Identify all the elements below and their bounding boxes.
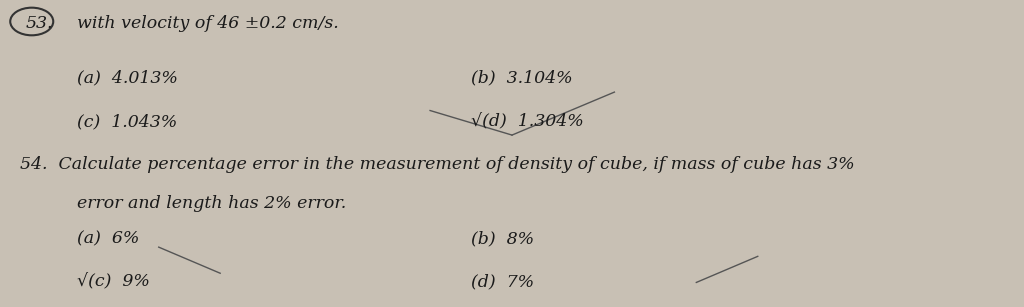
Text: √(d)  1.304%: √(d) 1.304% <box>471 114 584 130</box>
Text: √(c)  9%: √(c) 9% <box>77 273 150 290</box>
Text: (a)  4.013%: (a) 4.013% <box>77 69 178 86</box>
Text: (a)  6%: (a) 6% <box>77 230 139 247</box>
Text: (b)  3.104%: (b) 3.104% <box>471 69 572 86</box>
Text: with velocity of 46 ±0.2 cm/s.: with velocity of 46 ±0.2 cm/s. <box>77 15 339 32</box>
Text: error and length has 2% error.: error and length has 2% error. <box>77 195 346 212</box>
Text: 53.: 53. <box>26 15 53 32</box>
Text: (c)  1.043%: (c) 1.043% <box>77 114 177 130</box>
Text: (b)  8%: (b) 8% <box>471 230 535 247</box>
Text: 54.  Calculate percentage error in the measurement of density of cube, if mass o: 54. Calculate percentage error in the me… <box>20 157 855 173</box>
Text: (d)  7%: (d) 7% <box>471 273 535 290</box>
